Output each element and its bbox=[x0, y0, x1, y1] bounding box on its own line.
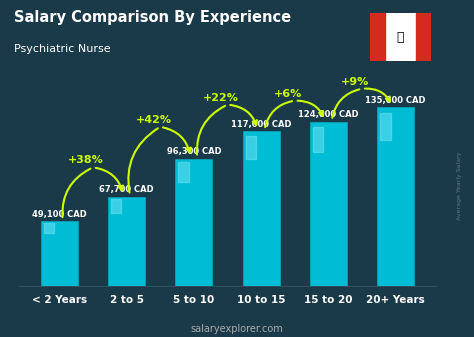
Bar bbox=[108, 196, 145, 286]
Text: salaryexplorer.com: salaryexplorer.com bbox=[191, 324, 283, 334]
Text: Salary Comparison By Experience: Salary Comparison By Experience bbox=[14, 10, 292, 25]
Text: 124,000 CAD: 124,000 CAD bbox=[298, 110, 359, 119]
Text: 135,000 CAD: 135,000 CAD bbox=[365, 96, 426, 105]
Bar bbox=[370, 13, 385, 61]
Text: 49,100 CAD: 49,100 CAD bbox=[32, 210, 87, 219]
Text: 117,000 CAD: 117,000 CAD bbox=[231, 120, 292, 128]
Bar bbox=[246, 136, 256, 159]
Text: +6%: +6% bbox=[274, 89, 302, 99]
Bar bbox=[41, 221, 78, 286]
Text: +22%: +22% bbox=[203, 93, 239, 103]
Text: 🍁: 🍁 bbox=[397, 31, 404, 43]
Text: 96,300 CAD: 96,300 CAD bbox=[166, 147, 221, 156]
Text: Average Yearly Salary: Average Yearly Salary bbox=[457, 151, 462, 220]
Text: Psychiatric Nurse: Psychiatric Nurse bbox=[14, 44, 111, 54]
Bar bbox=[111, 199, 121, 213]
Text: +42%: +42% bbox=[136, 115, 172, 125]
Bar bbox=[44, 223, 54, 233]
Bar bbox=[175, 159, 212, 286]
Bar bbox=[310, 122, 347, 286]
Bar bbox=[416, 13, 431, 61]
Text: +9%: +9% bbox=[341, 77, 369, 87]
Text: 67,700 CAD: 67,700 CAD bbox=[99, 185, 154, 194]
Text: +38%: +38% bbox=[68, 155, 104, 165]
Bar bbox=[313, 127, 323, 152]
Bar bbox=[178, 162, 189, 182]
Bar bbox=[380, 113, 391, 140]
Bar bbox=[243, 131, 280, 286]
Bar bbox=[377, 107, 414, 286]
